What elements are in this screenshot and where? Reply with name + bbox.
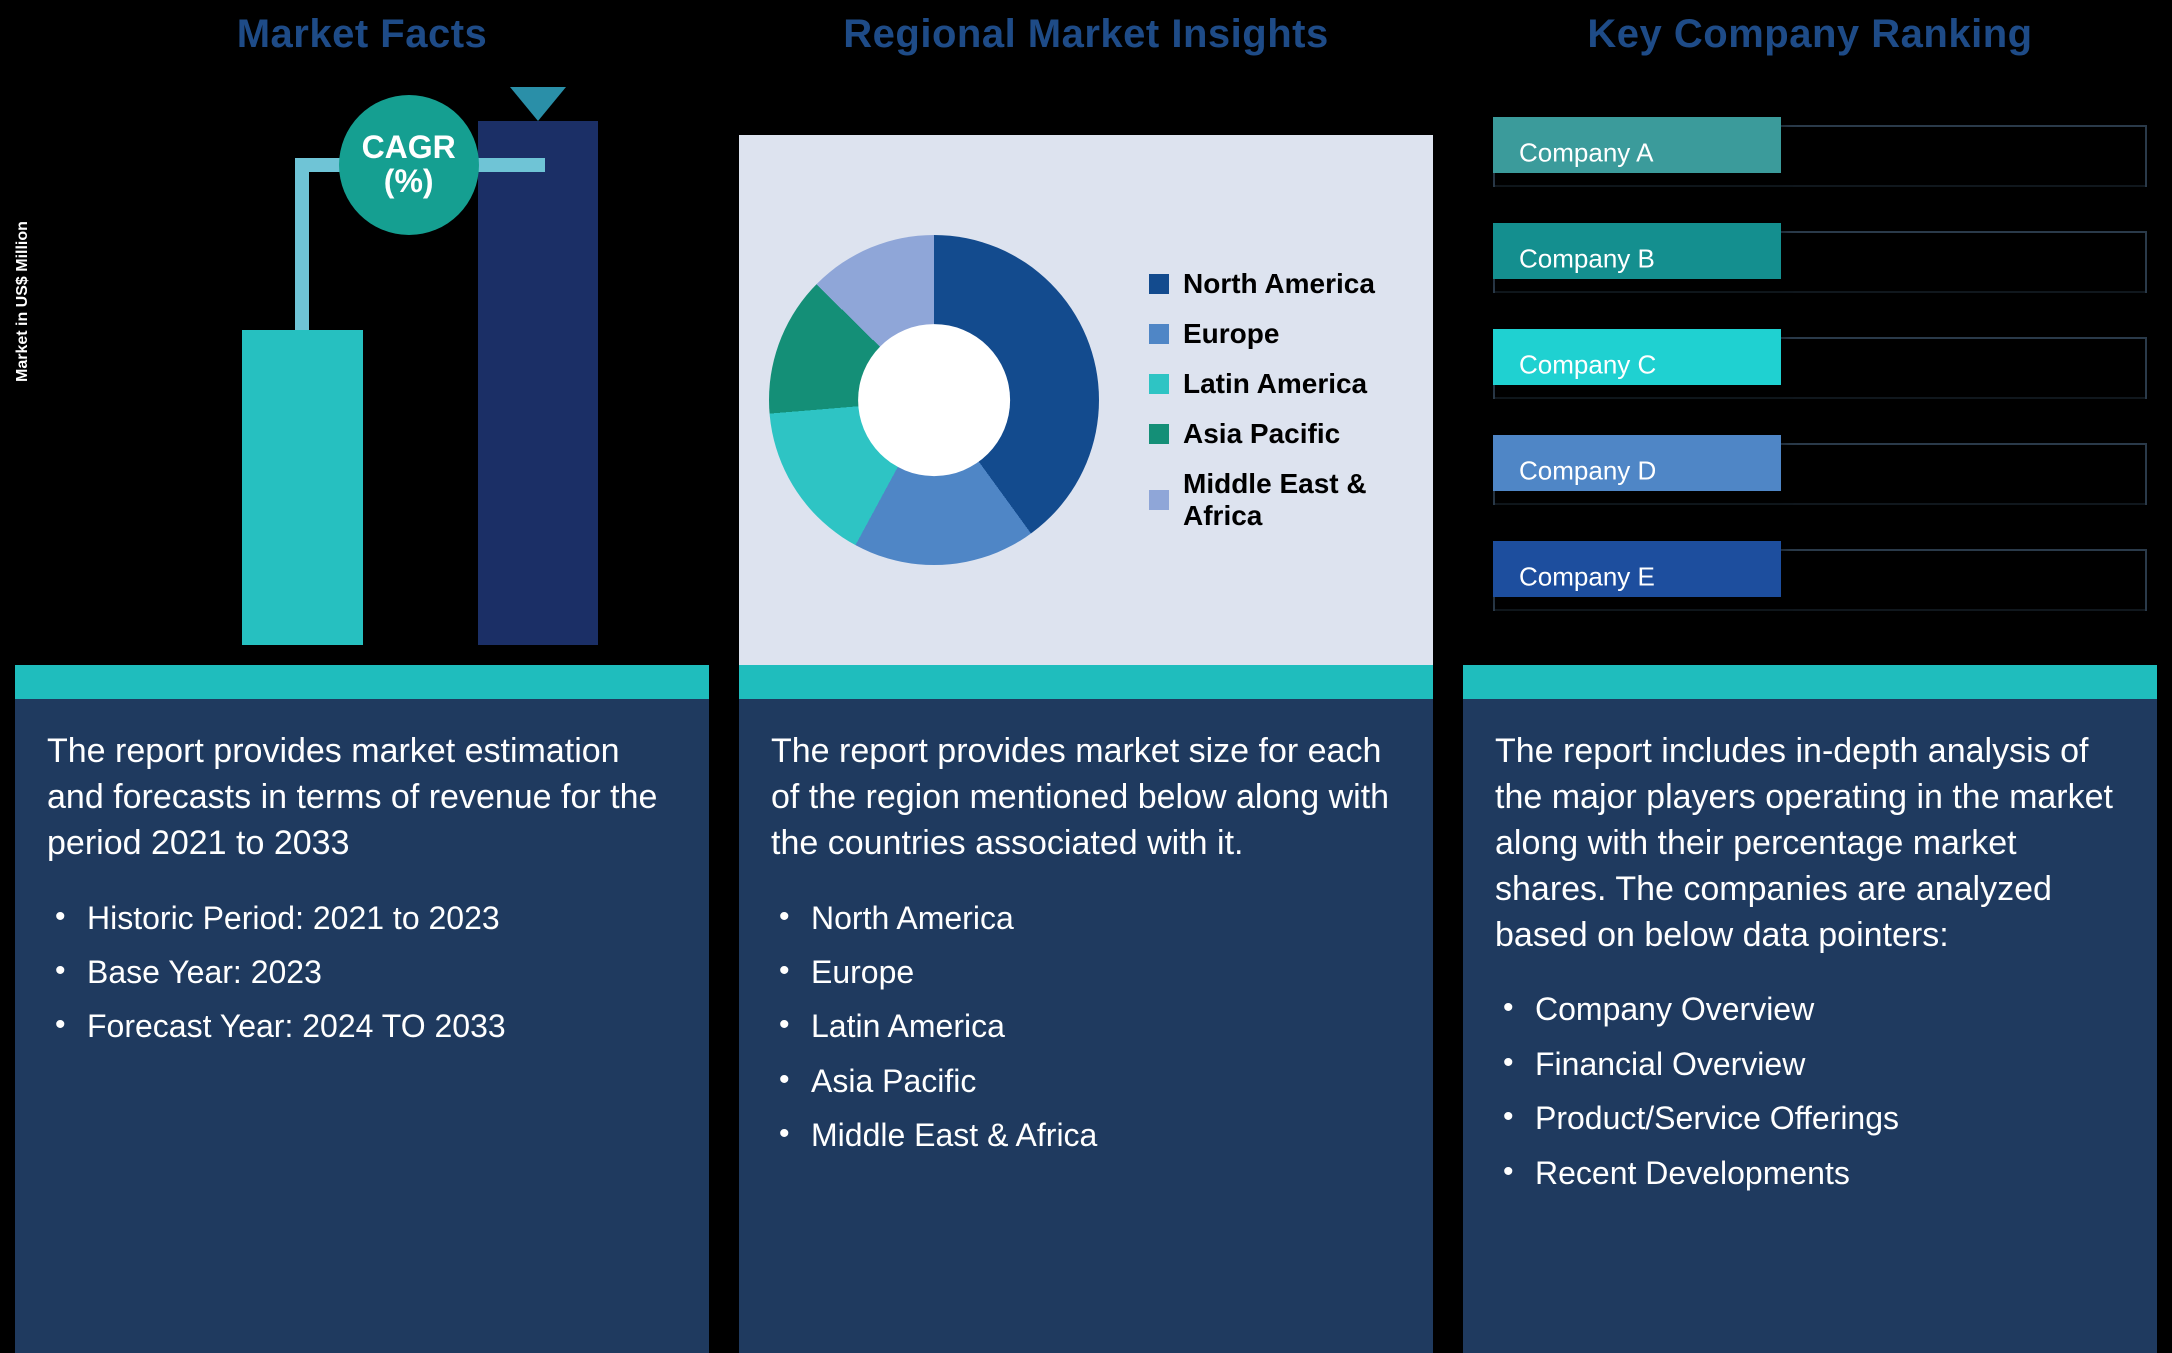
list-item: North America — [771, 891, 1401, 945]
desc-strip — [1463, 665, 2157, 699]
list-item: Financial Overview — [1495, 1037, 2125, 1091]
market-facts-desc-panel: The report provides market estimation an… — [15, 699, 709, 1353]
y-axis-label: Market in US$ Million — [14, 221, 32, 382]
legend-swatch — [1149, 324, 1169, 344]
market-facts-title: Market Facts — [15, 0, 709, 75]
legend-item: Asia Pacific — [1149, 418, 1403, 450]
desc-strip — [15, 665, 709, 699]
donut-hole — [858, 324, 1010, 476]
companies-desc-panel: The report includes in-depth analysis of… — [1463, 699, 2157, 1353]
bar-chart: Market in US$ Million CAGR(%) — [15, 75, 709, 665]
regional-column: Regional Market Insights North AmericaEu… — [739, 0, 1433, 1353]
desc-strip — [739, 665, 1433, 699]
regional-title: Regional Market Insights — [739, 0, 1433, 75]
market-facts-chart-area: Market in US$ Million CAGR(%) — [15, 75, 709, 665]
bars-wrap: CAGR(%) — [85, 75, 689, 645]
legend-swatch — [1149, 274, 1169, 294]
list-item: Latin America — [771, 999, 1401, 1053]
company-label: Company E — [1519, 561, 1655, 592]
legend-item: Europe — [1149, 318, 1403, 350]
connector — [295, 158, 309, 330]
regional-chart-area: North America Europe Latin America Asia Pac… — [739, 75, 1433, 665]
legend-swatch — [1149, 424, 1169, 444]
cagr-badge: CAGR(%) — [339, 95, 479, 235]
company-label: Company B — [1519, 243, 1655, 274]
list-item: Company Overview — [1495, 982, 2125, 1036]
market-facts-column: Market Facts Market in US$ Million CAGR(… — [15, 0, 709, 1353]
donut-legend: North America Europe Latin America Asia Pac… — [1099, 250, 1403, 550]
regional-bullets: North AmericaEuropeLatin AmericaAsia Pac… — [771, 891, 1401, 1163]
page: Market Facts Market in US$ Million CAGR(… — [0, 0, 2172, 1353]
donut-chart — [769, 235, 1099, 565]
legend-label: Asia Pacific — [1183, 418, 1340, 450]
legend-item: Middle East & Africa — [1149, 468, 1403, 532]
bar — [242, 330, 363, 645]
companies-column: Key Company Ranking Company ACompany BCo… — [1463, 0, 2157, 1353]
companies-bullets: Company OverviewFinancial OverviewProduc… — [1495, 982, 2125, 1200]
legend-label: Europe — [1183, 318, 1279, 350]
companies-chart-area: Company A Company B Company C Company D Comp… — [1463, 75, 2157, 665]
company-row: Company E — [1493, 549, 2147, 611]
legend-label: North America — [1183, 268, 1375, 300]
donut-panel: North America Europe Latin America Asia Pac… — [739, 135, 1433, 665]
legend-swatch — [1149, 374, 1169, 394]
regional-desc-panel: The report provides market size for each… — [739, 699, 1433, 1353]
list-item: Product/Service Offerings — [1495, 1091, 2125, 1145]
bar — [478, 121, 599, 645]
cagr-line1: CAGR — [362, 131, 456, 165]
legend-label: Middle East & Africa — [1183, 468, 1403, 532]
company-row: Company D — [1493, 443, 2147, 505]
list-item: Europe — [771, 945, 1401, 999]
legend-swatch — [1149, 490, 1169, 510]
company-label: Company C — [1519, 349, 1656, 380]
list-item: Middle East & Africa — [771, 1108, 1401, 1162]
list-item: Asia Pacific — [771, 1054, 1401, 1108]
company-row: Company B — [1493, 231, 2147, 293]
list-item: Base Year: 2023 — [47, 945, 677, 999]
company-row: Company A — [1493, 125, 2147, 187]
company-label: Company D — [1519, 455, 1656, 486]
legend-item: North America — [1149, 268, 1403, 300]
market-facts-desc: The report provides market estimation an… — [47, 729, 677, 867]
list-item: Recent Developments — [1495, 1146, 2125, 1200]
companies-title: Key Company Ranking — [1463, 0, 2157, 75]
regional-desc: The report provides market size for each… — [771, 729, 1401, 867]
legend-label: Latin America — [1183, 368, 1367, 400]
market-facts-bullets: Historic Period: 2021 to 2023Base Year: … — [47, 891, 677, 1054]
list-item: Forecast Year: 2024 TO 2033 — [47, 999, 677, 1053]
arrow-down-icon — [510, 87, 566, 121]
company-row: Company C — [1493, 337, 2147, 399]
list-item: Historic Period: 2021 to 2023 — [47, 891, 677, 945]
legend-item: Latin America — [1149, 368, 1403, 400]
cagr-line2: (%) — [384, 165, 434, 199]
company-label: Company A — [1519, 137, 1653, 168]
company-list: Company A Company B Company C Company D Comp… — [1493, 125, 2147, 665]
companies-desc: The report includes in-depth analysis of… — [1495, 729, 2125, 958]
